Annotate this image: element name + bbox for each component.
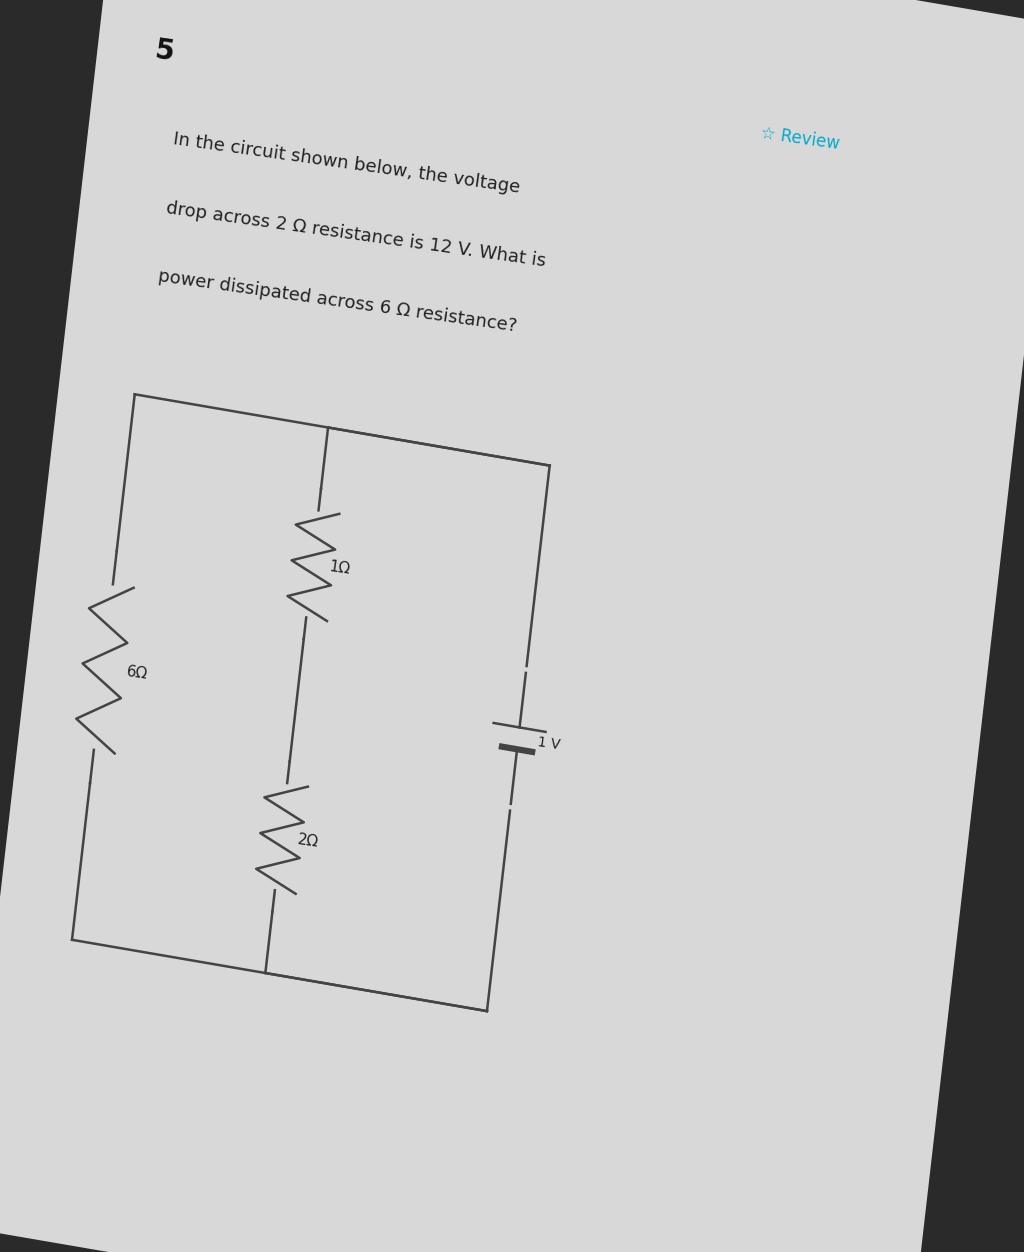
Text: ☆ Review: ☆ Review [760,124,841,153]
Text: power dissipated across 6 Ω resistance?: power dissipated across 6 Ω resistance? [157,267,518,336]
Text: 5: 5 [154,36,176,66]
Text: 1Ω: 1Ω [329,560,351,577]
Text: In the circuit shown below, the voltage: In the circuit shown below, the voltage [172,130,521,197]
Text: 1 V: 1 V [537,735,561,751]
Text: 6Ω: 6Ω [126,664,150,681]
Text: 2Ω: 2Ω [297,833,321,850]
Text: drop across 2 Ω resistance is 12 V. What is: drop across 2 Ω resistance is 12 V. What… [165,199,547,270]
